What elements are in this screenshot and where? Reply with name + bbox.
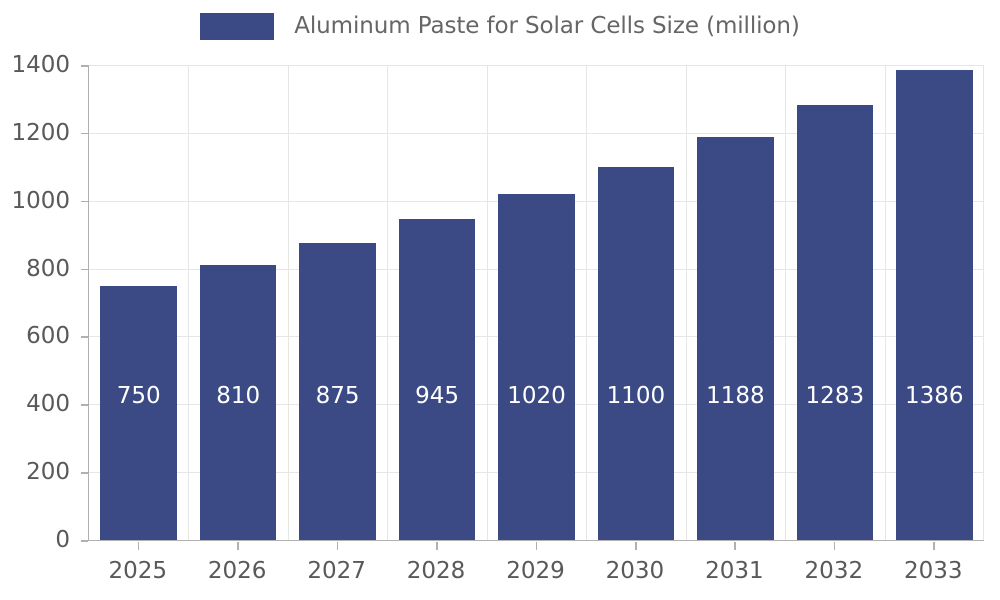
bar[interactable] [597, 166, 675, 540]
y-axis-tick-mark [81, 268, 88, 271]
x-axis-tick-label: 2028 [406, 558, 466, 584]
x-axis-tick-label: 2031 [705, 558, 764, 584]
legend-label: Aluminum Paste for Solar Cells Size (mil… [294, 13, 800, 39]
y-axis-tick-mark [81, 132, 88, 135]
plot-area: 750 810 875 945 1020 1100 1188 1283 1386 [88, 65, 984, 541]
y-axis-tick-mark [81, 200, 88, 203]
chart-legend: Aluminum Paste for Solar Cells Size (mil… [0, 0, 1000, 52]
bar[interactable] [199, 265, 277, 540]
y-axis-tick-label: 400 [26, 391, 70, 418]
y-axis-tick-label: 0 [55, 527, 70, 553]
x-axis-tick-label: 2032 [804, 558, 864, 584]
bar[interactable] [895, 69, 973, 540]
bar-value-label: 875 [315, 383, 360, 409]
y-axis-tick-label: 800 [26, 255, 70, 282]
x-axis-tick-mark [436, 542, 438, 550]
bar-value-label: 1386 [904, 383, 964, 409]
bar[interactable] [299, 243, 376, 540]
x-axis-tick-label: 2029 [506, 558, 565, 584]
y-axis-tick-label: 1000 [11, 187, 70, 214]
legend-color-swatch [200, 12, 275, 40]
bar-group[interactable]: 1386 [895, 65, 973, 540]
bar[interactable] [498, 193, 575, 540]
y-axis-tick-label: 200 [26, 459, 70, 486]
y-axis-tick-mark [81, 540, 88, 542]
y-axis-tick-mark [81, 65, 88, 67]
bar-value-label: 810 [216, 383, 261, 409]
x-axis-tick-mark [933, 542, 935, 550]
bar-value-label: 1188 [706, 383, 765, 409]
bar-group[interactable]: 750 [100, 65, 177, 540]
bar-value-label: 1020 [507, 383, 566, 409]
y-axis-tick-label: 600 [26, 323, 70, 350]
y-axis-tick-mark [81, 472, 88, 474]
x-axis-tick-mark [535, 542, 538, 550]
bar-group[interactable]: 1020 [498, 65, 575, 540]
y-axis-tick-label: 1400 [11, 52, 70, 78]
y-axis-tick-label: 1200 [11, 119, 70, 146]
x-axis-tick-mark [634, 542, 637, 550]
bar-value-label: 1100 [606, 383, 666, 409]
bar-group[interactable]: 1100 [597, 65, 675, 540]
x-axis-tick-mark [833, 542, 836, 550]
x-axis-tick-label: 2025 [108, 558, 167, 584]
bar-value-label: 1283 [805, 383, 865, 409]
y-axis-tick-mark [81, 404, 88, 406]
x-axis-tick-label: 2033 [903, 558, 963, 584]
bar-value-label: 750 [116, 383, 161, 409]
bar[interactable] [697, 136, 774, 540]
x-axis-tick-label: 2026 [207, 558, 267, 584]
bar[interactable] [398, 219, 476, 540]
y-axis-tick-mark [81, 336, 88, 339]
x-axis-tick-label: 2027 [307, 558, 366, 584]
x-axis-tick-mark [237, 542, 239, 550]
bar-group[interactable]: 1188 [697, 65, 774, 540]
bars-layer: 750 810 875 945 1020 1100 1188 1283 1386 [89, 65, 984, 540]
bar[interactable] [796, 104, 874, 540]
x-axis-tick-mark [137, 542, 140, 550]
bar[interactable] [100, 285, 177, 540]
x-axis-tick-mark [734, 542, 736, 550]
bar-group[interactable]: 1283 [796, 65, 874, 540]
bar-value-label: 945 [415, 383, 459, 409]
bar-group[interactable]: 945 [398, 65, 476, 540]
legend-item-aluminum-paste[interactable]: Aluminum Paste for Solar Cells Size (mil… [200, 12, 800, 40]
bar-group[interactable]: 810 [199, 65, 277, 540]
x-axis-tick-label: 2030 [605, 558, 665, 584]
x-axis-tick-mark [336, 542, 339, 550]
bar-group[interactable]: 875 [299, 65, 376, 540]
